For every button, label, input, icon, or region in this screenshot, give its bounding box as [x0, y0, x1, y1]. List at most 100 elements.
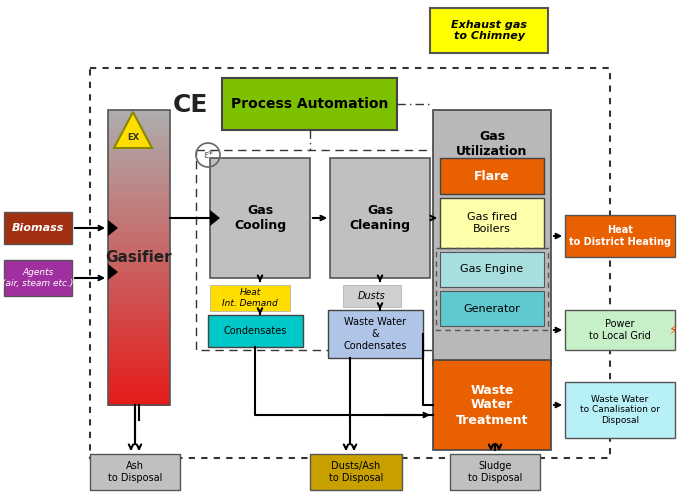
Bar — [108, 364, 170, 368]
Text: Waste
Water
Treatment: Waste Water Treatment — [456, 384, 528, 426]
Bar — [108, 220, 170, 225]
Bar — [108, 162, 170, 166]
Text: Gas
Cleaning: Gas Cleaning — [349, 204, 410, 232]
Polygon shape — [108, 264, 118, 280]
Bar — [108, 328, 170, 332]
Bar — [565, 382, 675, 438]
Bar — [108, 331, 170, 336]
Text: EX: EX — [127, 134, 139, 142]
Bar — [108, 350, 170, 354]
Bar — [108, 110, 170, 114]
Text: Biomass: Biomass — [12, 223, 64, 233]
Bar — [108, 258, 170, 262]
Bar — [108, 210, 170, 214]
Bar — [108, 198, 170, 202]
Bar — [108, 166, 170, 170]
Bar — [108, 280, 170, 284]
Polygon shape — [114, 112, 152, 148]
Bar — [108, 254, 170, 258]
Bar — [108, 195, 170, 199]
Bar — [222, 78, 397, 130]
Bar — [108, 114, 170, 118]
Bar — [108, 306, 170, 310]
Bar — [108, 276, 170, 280]
Text: Dusts/Ash
to Disposal: Dusts/Ash to Disposal — [329, 461, 383, 483]
Bar — [440, 291, 544, 326]
Bar — [433, 110, 551, 365]
Bar — [108, 232, 170, 236]
Bar — [108, 268, 170, 273]
Bar — [330, 158, 430, 278]
Bar — [90, 454, 180, 490]
Bar — [108, 154, 170, 158]
Polygon shape — [210, 210, 220, 226]
Bar — [210, 158, 310, 278]
Bar — [90, 68, 610, 458]
Bar — [450, 454, 540, 490]
Bar — [208, 315, 303, 347]
Bar — [108, 169, 170, 173]
Bar — [108, 246, 170, 250]
Bar — [108, 361, 170, 365]
Bar — [108, 290, 170, 295]
Text: Sludge
to Disposal: Sludge to Disposal — [468, 461, 522, 483]
Bar — [108, 224, 170, 228]
Bar — [108, 316, 170, 320]
Bar — [108, 147, 170, 151]
Bar — [108, 354, 170, 358]
Text: Gas fired
Boilers: Gas fired Boilers — [467, 212, 517, 234]
Bar — [108, 261, 170, 266]
Bar — [108, 228, 170, 232]
Bar — [108, 124, 170, 129]
Bar — [196, 150, 436, 350]
Bar — [108, 320, 170, 324]
Bar — [108, 243, 170, 247]
Text: Waste Water
to Canalisation or
Disposal: Waste Water to Canalisation or Disposal — [580, 395, 660, 425]
Bar — [108, 110, 170, 405]
Polygon shape — [108, 220, 118, 236]
Bar — [108, 202, 170, 206]
Bar — [310, 454, 402, 490]
Text: Heat
to District Heating: Heat to District Heating — [569, 225, 671, 247]
Bar — [108, 150, 170, 155]
Bar — [4, 212, 72, 244]
Text: Dusts: Dusts — [358, 291, 386, 301]
Bar — [108, 128, 170, 132]
Bar — [433, 360, 551, 450]
Bar — [108, 121, 170, 125]
Bar — [108, 309, 170, 314]
Text: Generator: Generator — [463, 304, 520, 314]
Text: Gas
Cooling: Gas Cooling — [234, 204, 286, 232]
Bar — [108, 236, 170, 240]
Bar — [108, 294, 170, 298]
Text: Ash
to Disposal: Ash to Disposal — [108, 461, 162, 483]
Bar — [108, 136, 170, 140]
Text: Waste Water
&
Condensates: Waste Water & Condensates — [344, 318, 407, 350]
Bar — [108, 313, 170, 317]
Bar — [436, 248, 548, 330]
Bar — [108, 302, 170, 306]
Bar — [108, 368, 170, 372]
Bar — [108, 346, 170, 350]
Bar — [210, 285, 290, 311]
Bar — [108, 158, 170, 162]
Bar — [108, 379, 170, 384]
Text: ε*: ε* — [203, 150, 213, 160]
Bar — [108, 172, 170, 177]
Bar — [565, 215, 675, 257]
Bar — [108, 342, 170, 346]
Text: CE: CE — [172, 93, 208, 117]
Bar — [108, 287, 170, 291]
Bar — [328, 310, 423, 358]
Text: ⚡: ⚡ — [669, 324, 678, 336]
Text: Condensates: Condensates — [224, 326, 287, 336]
Text: Agents
(air, steam etc.): Agents (air, steam etc.) — [2, 268, 73, 287]
Bar — [108, 335, 170, 339]
Bar — [108, 383, 170, 387]
Bar — [343, 285, 401, 307]
Text: Heat
Int. Demand: Heat Int. Demand — [222, 288, 278, 308]
Bar — [108, 402, 170, 406]
Bar — [430, 8, 548, 53]
Text: Gasifier: Gasifier — [106, 250, 172, 265]
Bar — [108, 188, 170, 192]
